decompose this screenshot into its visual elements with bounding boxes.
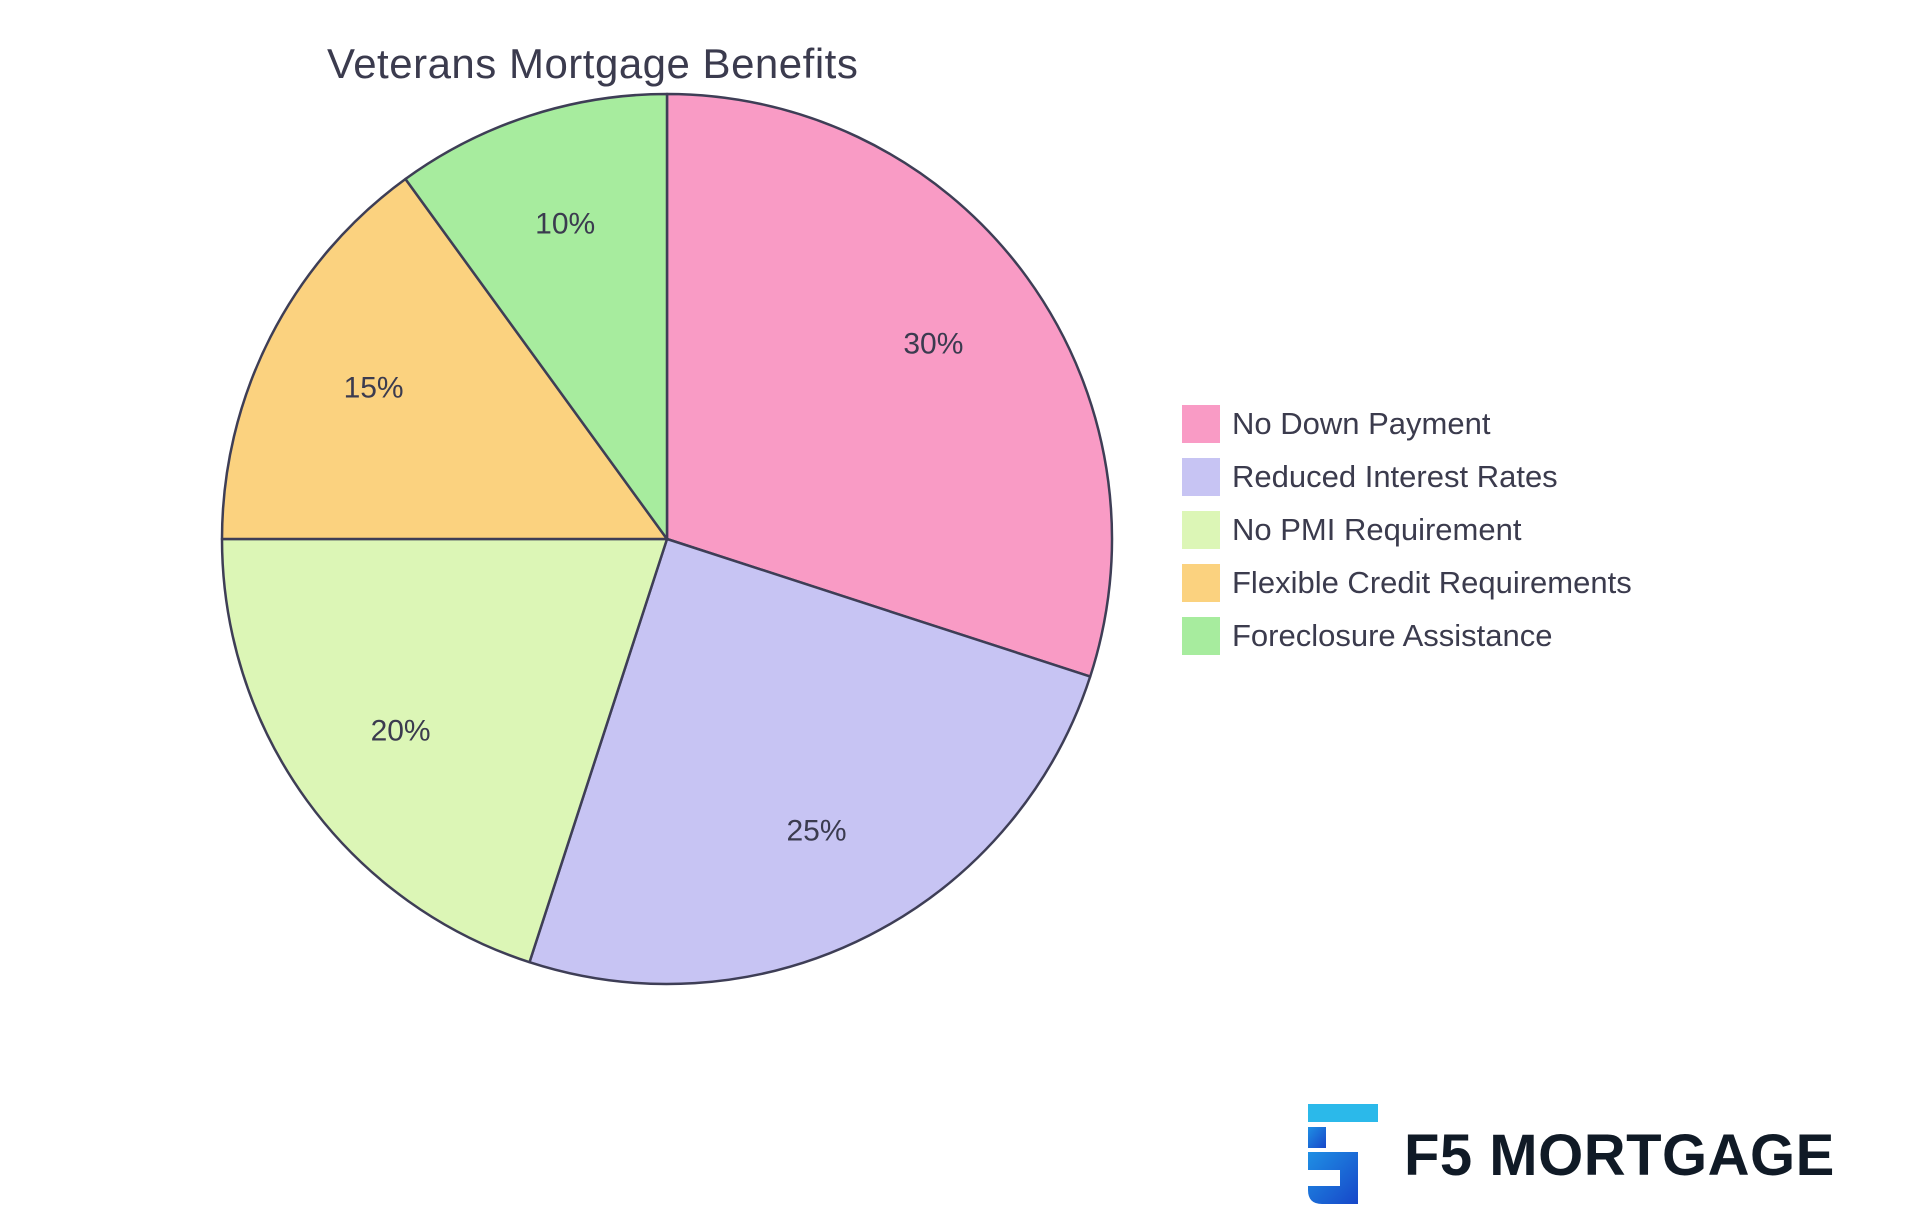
pie-slice-1 <box>528 537 1092 986</box>
legend-label: Flexible Credit Requirements <box>1232 565 1632 600</box>
legend-swatch <box>1182 458 1220 496</box>
pie-slice-2 <box>220 537 669 964</box>
pie-slice-pct-label: 30% <box>903 327 963 360</box>
legend-label: Reduced Interest Rates <box>1232 459 1558 494</box>
pie-slice-4 <box>404 92 669 541</box>
pie-slice-pct-label: 10% <box>535 208 595 241</box>
legend-label: No Down Payment <box>1232 406 1491 441</box>
pie-slice-pct-label: 20% <box>371 715 431 748</box>
pie-slice-3 <box>220 177 669 541</box>
legend-label: No PMI Requirement <box>1232 512 1522 547</box>
brand-wordmark: F5 MORTGAGE <box>1404 1122 1835 1188</box>
legend-item-3: Flexible Credit Requirements <box>1182 564 1632 602</box>
chart-title: Veterans Mortgage Benefits <box>327 40 859 88</box>
pie-slice-0 <box>665 92 1114 678</box>
brand-footer: F5 MORTGAGE <box>1292 1104 1835 1206</box>
legend-item-0: No Down Payment <box>1182 405 1632 443</box>
legend-item-2: No PMI Requirement <box>1182 511 1632 549</box>
legend-item-4: Foreclosure Assistance <box>1182 617 1632 655</box>
legend-swatch <box>1182 564 1220 602</box>
legend-swatch <box>1182 405 1220 443</box>
legend-swatch <box>1182 617 1220 655</box>
f5-logo-icon <box>1308 1104 1378 1204</box>
legend: No Down Payment Reduced Interest Rates No … <box>1182 405 1632 655</box>
pie-slice-pct-label: 15% <box>344 371 404 404</box>
legend-item-1: Reduced Interest Rates <box>1182 458 1632 496</box>
legend-swatch <box>1182 511 1220 549</box>
legend-label: Foreclosure Assistance <box>1232 618 1553 653</box>
pie-chart: 30% 25% 20% 15% 10% <box>220 92 1114 986</box>
pie-slice-pct-label: 25% <box>786 814 846 847</box>
